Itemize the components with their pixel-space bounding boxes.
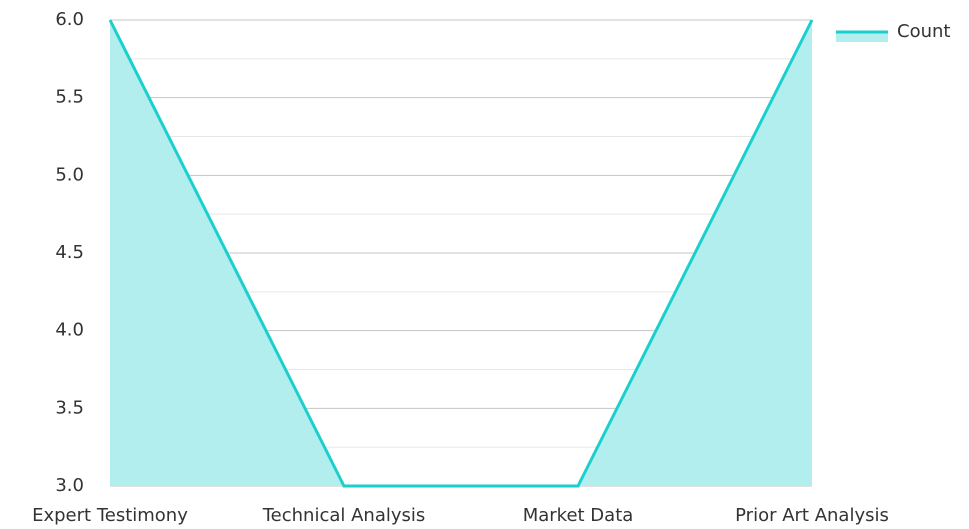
y-tick-label: 3.5 (55, 397, 84, 418)
x-tick-label: Technical Analysis (262, 505, 426, 526)
line (108, 19, 814, 488)
y-tick-label: 3.0 (55, 475, 84, 496)
x-tick-label: Prior Art Analysis (735, 505, 889, 526)
y-tick-label: 6.0 (55, 9, 84, 30)
x-tick-label: Expert Testimony (32, 505, 188, 526)
y-tick-label: 5.0 (55, 164, 84, 185)
y-tick-label: 5.5 (55, 87, 84, 108)
legend-swatch (836, 32, 888, 42)
y-tick-label: 4.5 (55, 242, 84, 263)
legend-label: Count (897, 21, 950, 42)
y-tick-label: 4.0 (55, 320, 84, 341)
x-tick-label: Market Data (523, 505, 634, 526)
